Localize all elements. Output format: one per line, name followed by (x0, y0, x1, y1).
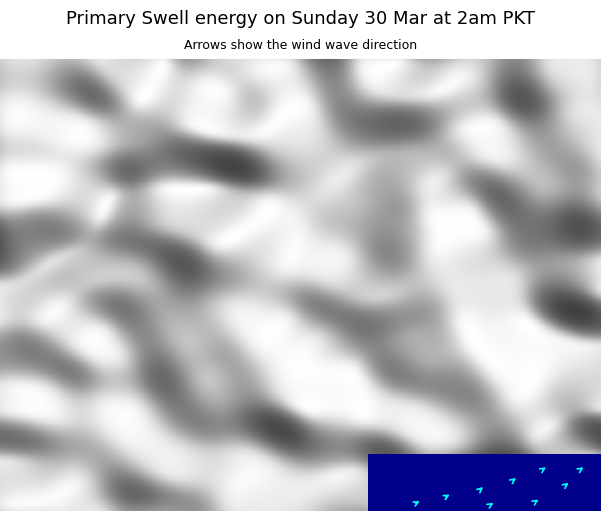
Text: Arrows show the wind wave direction: Arrows show the wind wave direction (184, 39, 417, 52)
Bar (368, 454, 601, 511)
Text: Primary Swell energy on Sunday 30 Mar at 2am PKT: Primary Swell energy on Sunday 30 Mar at… (66, 10, 535, 28)
